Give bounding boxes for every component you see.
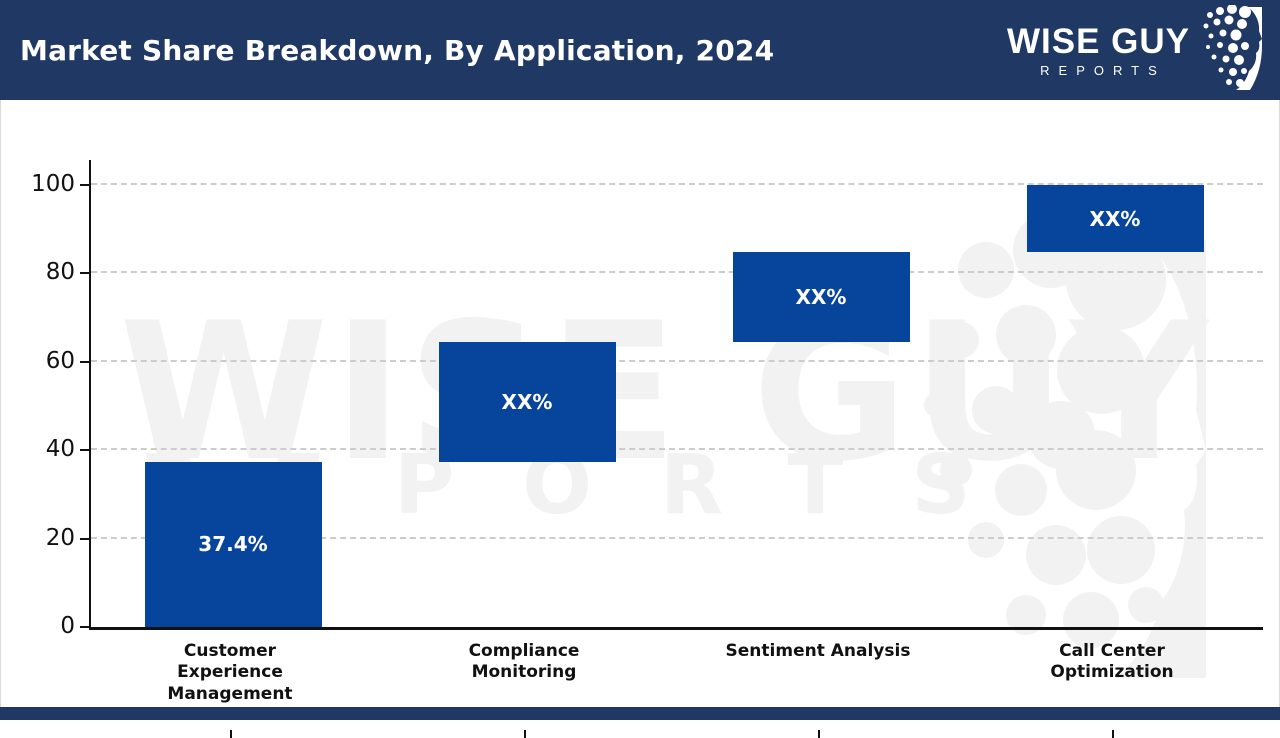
bar-compliance-monitoring: XX%	[438, 341, 616, 462]
x-label-customer-experience-management: Customer Experience Management	[167, 641, 293, 704]
gridline-100	[91, 183, 1263, 185]
header-bar: Market Share Breakdown, By Application, …	[0, 0, 1280, 100]
x-label-call-center-optimization: Call Center Optimization	[1050, 641, 1174, 683]
gridline-60	[91, 359, 1263, 362]
x-tick-mark-4	[1112, 730, 1114, 738]
y-tick-label-60: 60	[45, 347, 75, 374]
y-tick-mark-60	[80, 360, 89, 363]
y-tick-mark-80	[80, 272, 89, 275]
bar-value-label: XX%	[795, 285, 847, 310]
bar-call-center-optimization: XX%	[1026, 185, 1204, 253]
gridline-80	[91, 271, 1263, 274]
head-profile-icon	[1196, 4, 1262, 95]
y-tick-mark-40	[80, 449, 89, 452]
y-tick-label-40: 40	[45, 436, 75, 463]
gridline-20	[91, 536, 1263, 539]
y-tick-label-80: 80	[45, 259, 75, 286]
brand-subname: REPORTS	[1040, 62, 1166, 78]
y-tick-mark-20	[80, 537, 89, 540]
plot-area: 37.4% XX% XX% XX%	[89, 160, 1263, 630]
x-tick-mark-3	[818, 730, 820, 738]
y-tick-mark-0	[80, 626, 89, 628]
y-axis-tick-labels: 0 20 40 60 80 100	[1, 160, 75, 638]
y-tick-label-20: 20	[45, 524, 75, 551]
brand-logo: WISE GUY REPORTS	[1007, 4, 1262, 95]
bar-customer-experience-management: 37.4%	[144, 461, 322, 627]
x-label-compliance-monitoring: Compliance Monitoring	[468, 641, 580, 683]
x-tick-mark-2	[524, 730, 526, 738]
bar-sentiment-analysis: XX%	[732, 252, 910, 342]
y-tick-label-100: 100	[31, 171, 75, 197]
y-tick-mark-100	[80, 184, 89, 186]
brand-logo-text: WISE GUY REPORTS	[1007, 24, 1190, 77]
gridline-40	[91, 448, 1263, 451]
footer-bar	[0, 707, 1280, 720]
chart-panel: WISE GUY REPORTS 0 20 40 60 80 100 37.4% XX% XX…	[0, 100, 1280, 738]
x-tick-mark-1	[230, 730, 232, 738]
y-tick-label-0: 0	[60, 613, 75, 639]
x-label-sentiment-analysis: Sentiment Analysis	[725, 641, 911, 661]
brand-name: WISE GUY	[1006, 21, 1190, 61]
bar-value-label: XX%	[501, 389, 553, 414]
x-axis-labels: Customer Experience Management Compliance…	[89, 641, 1261, 707]
bar-value-label: 37.4%	[198, 532, 268, 557]
page-title: Market Share Breakdown, By Application, …	[20, 33, 775, 67]
bar-value-label: XX%	[1089, 206, 1141, 231]
